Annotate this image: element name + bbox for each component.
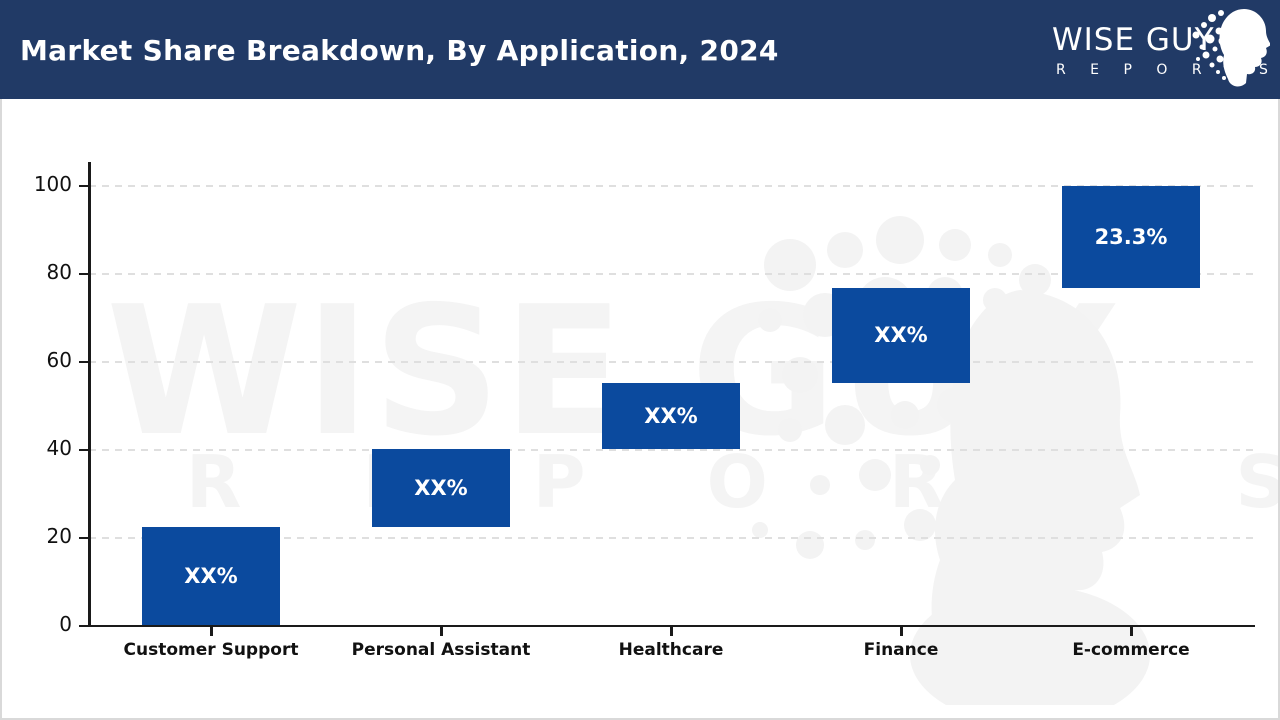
gridline	[89, 536, 1253, 539]
y-tick-label: 80	[46, 259, 72, 284]
bar: XX%	[602, 382, 740, 449]
y-tick-label: 60	[46, 347, 72, 372]
gridline	[89, 184, 1253, 187]
x-axis-label: Customer Support	[123, 640, 299, 660]
x-tick-mark	[670, 627, 673, 636]
y-tick-label: 100	[33, 171, 72, 196]
x-axis-label: Healthcare	[618, 640, 724, 660]
y-tick-mark	[79, 184, 88, 188]
y-tick-label: 40	[46, 435, 72, 460]
gridline	[89, 448, 1253, 451]
bar: XX%	[832, 288, 970, 383]
header-bar: Market Share Breakdown, By Application, …	[0, 0, 1280, 99]
x-tick-mark	[210, 627, 213, 636]
y-tick-mark	[79, 272, 88, 276]
y-tick-mark	[79, 536, 88, 540]
logo-subtext: R E P O R T S	[1056, 62, 1278, 78]
x-axis-label: Personal Assistant	[351, 640, 531, 660]
y-tick-mark	[79, 448, 88, 452]
bar-value-label: XX%	[414, 476, 468, 501]
x-axis-label: E-commerce	[1072, 640, 1190, 660]
gridline	[89, 360, 1253, 363]
page-title: Market Share Breakdown, By Application, …	[20, 34, 779, 67]
y-tick-mark	[79, 624, 88, 627]
x-tick-mark	[1130, 627, 1133, 636]
y-tick-label: 0	[59, 611, 72, 636]
y-axis-line	[88, 162, 91, 626]
x-axis-line	[88, 624, 1255, 627]
y-tick-label: 20	[46, 523, 72, 548]
logo-head-icon	[1192, 9, 1270, 87]
bar-value-label: XX%	[644, 403, 698, 428]
y-tick-mark	[79, 360, 88, 364]
bar: XX%	[142, 527, 280, 626]
bar-value-label: XX%	[184, 564, 238, 589]
logo-wordmark: WISE GUY	[1052, 22, 1215, 58]
bar-value-label: XX%	[874, 323, 928, 348]
x-tick-mark	[440, 627, 443, 636]
x-tick-mark	[900, 627, 903, 636]
bar: XX%	[372, 448, 510, 528]
watermark-head-icon	[752, 216, 1150, 705]
brand-logo: WISE GUY R E P O R T S	[1020, 2, 1270, 97]
x-axis-label: Finance	[863, 640, 939, 660]
gridline	[89, 272, 1253, 275]
bar: 23.3%	[1062, 185, 1200, 289]
bar-value-label: 23.3%	[1094, 224, 1168, 249]
